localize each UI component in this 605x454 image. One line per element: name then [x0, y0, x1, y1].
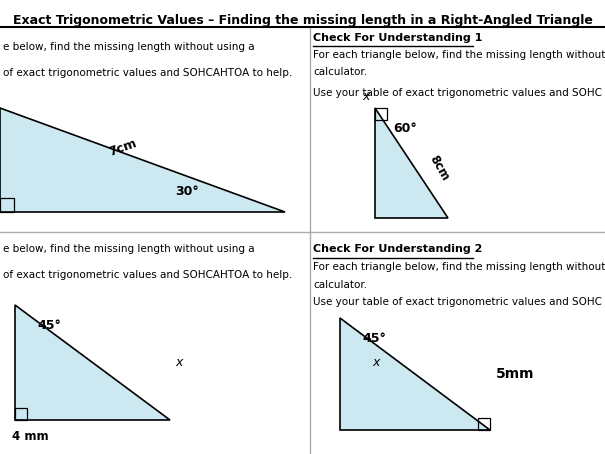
Text: x: x: [175, 356, 182, 369]
Text: calculator.: calculator.: [313, 280, 367, 290]
Text: Check For Understanding 2: Check For Understanding 2: [313, 244, 482, 254]
Polygon shape: [15, 305, 170, 420]
Text: 4 mm: 4 mm: [12, 430, 48, 443]
Text: 7cm: 7cm: [106, 137, 139, 159]
Text: 8cm: 8cm: [427, 153, 451, 183]
Bar: [375, 108, 387, 120]
Text: calculator.: calculator.: [313, 67, 367, 77]
Text: 45°: 45°: [37, 319, 61, 332]
Text: of exact trigonometric values and SOHCAHTOA to help.: of exact trigonometric values and SOHCAH…: [3, 68, 292, 78]
Bar: [478, 418, 490, 430]
Text: 45°: 45°: [362, 332, 386, 345]
Polygon shape: [340, 318, 490, 430]
Text: of exact trigonometric values and SOHCAHTOA to help.: of exact trigonometric values and SOHCAH…: [3, 270, 292, 280]
Polygon shape: [0, 108, 285, 212]
Text: 5mm: 5mm: [496, 367, 534, 381]
Bar: [15, 408, 27, 420]
Text: 30°: 30°: [175, 185, 199, 198]
Text: e below, find the missing length without using a: e below, find the missing length without…: [3, 42, 255, 52]
Bar: [0, 198, 14, 212]
Text: For each triangle below, find the missing length without: For each triangle below, find the missin…: [313, 262, 605, 272]
Polygon shape: [375, 108, 448, 218]
Text: 60°: 60°: [393, 122, 417, 135]
Text: Exact Trigonometric Values – Finding the missing length in a Right-Angled Triang: Exact Trigonometric Values – Finding the…: [13, 14, 592, 27]
Text: For each triangle below, find the missing length without: For each triangle below, find the missin…: [313, 50, 605, 60]
Text: Use your table of exact trigonometric values and SOHC: Use your table of exact trigonometric va…: [313, 88, 602, 98]
Text: Use your table of exact trigonometric values and SOHC: Use your table of exact trigonometric va…: [313, 297, 602, 307]
Text: Check For Understanding 1: Check For Understanding 1: [313, 33, 482, 43]
Text: x: x: [373, 356, 380, 369]
Text: e below, find the missing length without using a: e below, find the missing length without…: [3, 244, 255, 254]
Text: x: x: [362, 90, 370, 103]
